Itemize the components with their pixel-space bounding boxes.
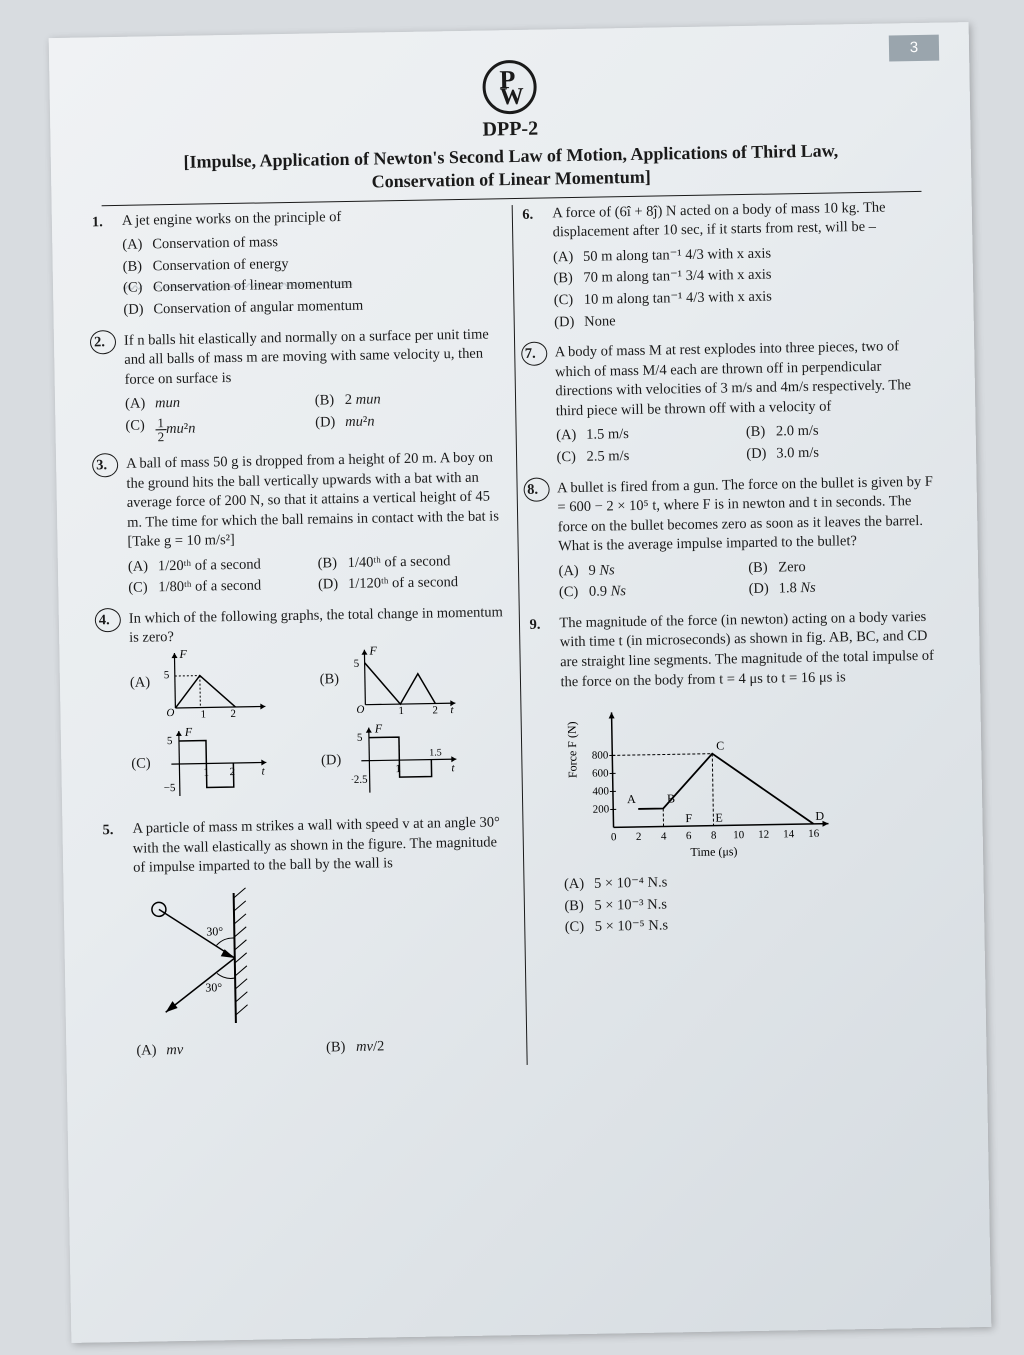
svg-text:5: 5 bbox=[164, 669, 170, 681]
svg-text:Time (μs): Time (μs) bbox=[690, 844, 737, 859]
svg-text:16: 16 bbox=[808, 828, 820, 840]
q5-figure: 30° 30° bbox=[133, 881, 316, 1034]
q4-text: In which of the following graphs, the to… bbox=[129, 603, 509, 649]
q5-number: 5. bbox=[102, 820, 136, 1063]
svg-text:F: F bbox=[373, 721, 382, 735]
svg-text:600: 600 bbox=[592, 768, 609, 780]
svg-text:F: F bbox=[184, 725, 193, 739]
worksheet-page: 3 P W DPP-2 [Impulse, Application of New… bbox=[49, 22, 992, 1343]
q4-number: 4. bbox=[99, 610, 132, 811]
svg-text:1: 1 bbox=[398, 705, 404, 715]
svg-text:F: F bbox=[685, 811, 692, 825]
svg-text:1: 1 bbox=[200, 708, 206, 718]
svg-text:O: O bbox=[356, 704, 364, 715]
q4-graph-c: F 5−5 12 t bbox=[161, 724, 272, 801]
svg-text:t: t bbox=[451, 762, 455, 774]
q4-graph-d: F 5−2.5 1.5t 1 bbox=[350, 721, 461, 798]
q1-text: A jet engine works on the principle of bbox=[122, 205, 502, 231]
svg-text:6: 6 bbox=[685, 830, 691, 842]
q3-text: A ball of mass 50 g is dropped from a he… bbox=[126, 448, 507, 552]
q2-number: 2. bbox=[94, 331, 126, 445]
q9-figure: 200 400 600 800 0 2 4 6 8 10 12 14 16 bbox=[561, 694, 844, 869]
svg-text:F: F bbox=[368, 643, 377, 657]
page-number-badge: 3 bbox=[889, 35, 939, 62]
svg-text:800: 800 bbox=[591, 750, 608, 762]
question-7: 7. A body of mass M at rest explodes int… bbox=[525, 337, 937, 470]
q4-graph-b: F O 1 2 5 t bbox=[349, 643, 460, 715]
q5-text: A particle of mass m strikes a wall with… bbox=[132, 813, 512, 878]
question-8: 8. A bullet is fired from a gun. The for… bbox=[527, 472, 939, 605]
q7-text: A body of mass M at rest explodes into t… bbox=[555, 337, 936, 422]
question-2: 2. If n balls hit elastically and normal… bbox=[94, 325, 505, 445]
svg-text:30°: 30° bbox=[206, 924, 223, 938]
question-9: 9. The magnitude of the force (in newton… bbox=[529, 608, 944, 940]
svg-text:D: D bbox=[815, 809, 824, 823]
svg-text:C: C bbox=[716, 739, 724, 753]
question-4: 4. In which of the following graphs, the… bbox=[99, 603, 512, 810]
q7-number: 7. bbox=[525, 344, 557, 470]
q8-text: A bullet is fired from a gun. The force … bbox=[557, 472, 938, 557]
left-column: 1. A jet engine works on the principle o… bbox=[82, 205, 527, 1073]
svg-text:0: 0 bbox=[610, 831, 616, 843]
svg-text:t: t bbox=[261, 765, 265, 777]
svg-text:−5: −5 bbox=[164, 782, 176, 794]
svg-text:30°: 30° bbox=[205, 980, 222, 994]
content-columns: 1. A jet engine works on the principle o… bbox=[82, 197, 957, 1072]
worksheet-title: [Impulse, Application of Newton's Second… bbox=[81, 138, 942, 200]
question-6: 6. A force of (6î + 8ĵ) N acted on a bod… bbox=[522, 198, 934, 335]
svg-text:F: F bbox=[178, 647, 187, 661]
question-1: 1. A jet engine works on the principle o… bbox=[92, 205, 503, 322]
svg-text:2: 2 bbox=[230, 708, 236, 718]
svg-text:5: 5 bbox=[167, 735, 173, 747]
svg-text:12: 12 bbox=[758, 829, 769, 841]
q2-text: If n balls hit elastically and normally … bbox=[124, 325, 504, 390]
svg-text:A: A bbox=[626, 792, 635, 806]
q3-number: 3. bbox=[96, 455, 129, 600]
q9-text: The magnitude of the force (in newton) a… bbox=[559, 608, 940, 693]
question-3: 3. A ball of mass 50 g is dropped from a… bbox=[96, 448, 508, 600]
svg-text:2: 2 bbox=[432, 704, 438, 715]
pw-logo: P W bbox=[482, 60, 537, 115]
svg-text:5: 5 bbox=[353, 658, 359, 670]
svg-text:200: 200 bbox=[592, 804, 609, 816]
q4-graph-a: F O 1 2 5 bbox=[159, 646, 270, 718]
right-column: 6. A force of (6î + 8ĵ) N acted on a bod… bbox=[512, 197, 956, 1065]
svg-text:8: 8 bbox=[710, 830, 716, 842]
q6-text: A force of (6î + 8ĵ) N acted on a body o… bbox=[552, 198, 932, 244]
q6-number: 6. bbox=[522, 204, 554, 334]
svg-text:1.5: 1.5 bbox=[429, 747, 442, 758]
svg-text:5: 5 bbox=[357, 732, 363, 744]
q1-number: 1. bbox=[92, 212, 124, 322]
svg-text:4: 4 bbox=[660, 831, 666, 843]
svg-text:10: 10 bbox=[733, 829, 745, 841]
svg-text:E: E bbox=[715, 811, 723, 825]
svg-text:B: B bbox=[666, 791, 674, 805]
svg-text:Force F (N): Force F (N) bbox=[564, 721, 579, 778]
svg-text:−2.5: −2.5 bbox=[350, 774, 368, 786]
svg-text:O: O bbox=[166, 707, 174, 718]
svg-text:t: t bbox=[450, 704, 454, 715]
svg-text:400: 400 bbox=[592, 786, 609, 798]
q8-number: 8. bbox=[527, 479, 559, 605]
question-5: 5. A particle of mass m strikes a wall w… bbox=[102, 813, 516, 1062]
svg-text:2: 2 bbox=[635, 831, 641, 843]
svg-text:14: 14 bbox=[783, 828, 795, 840]
